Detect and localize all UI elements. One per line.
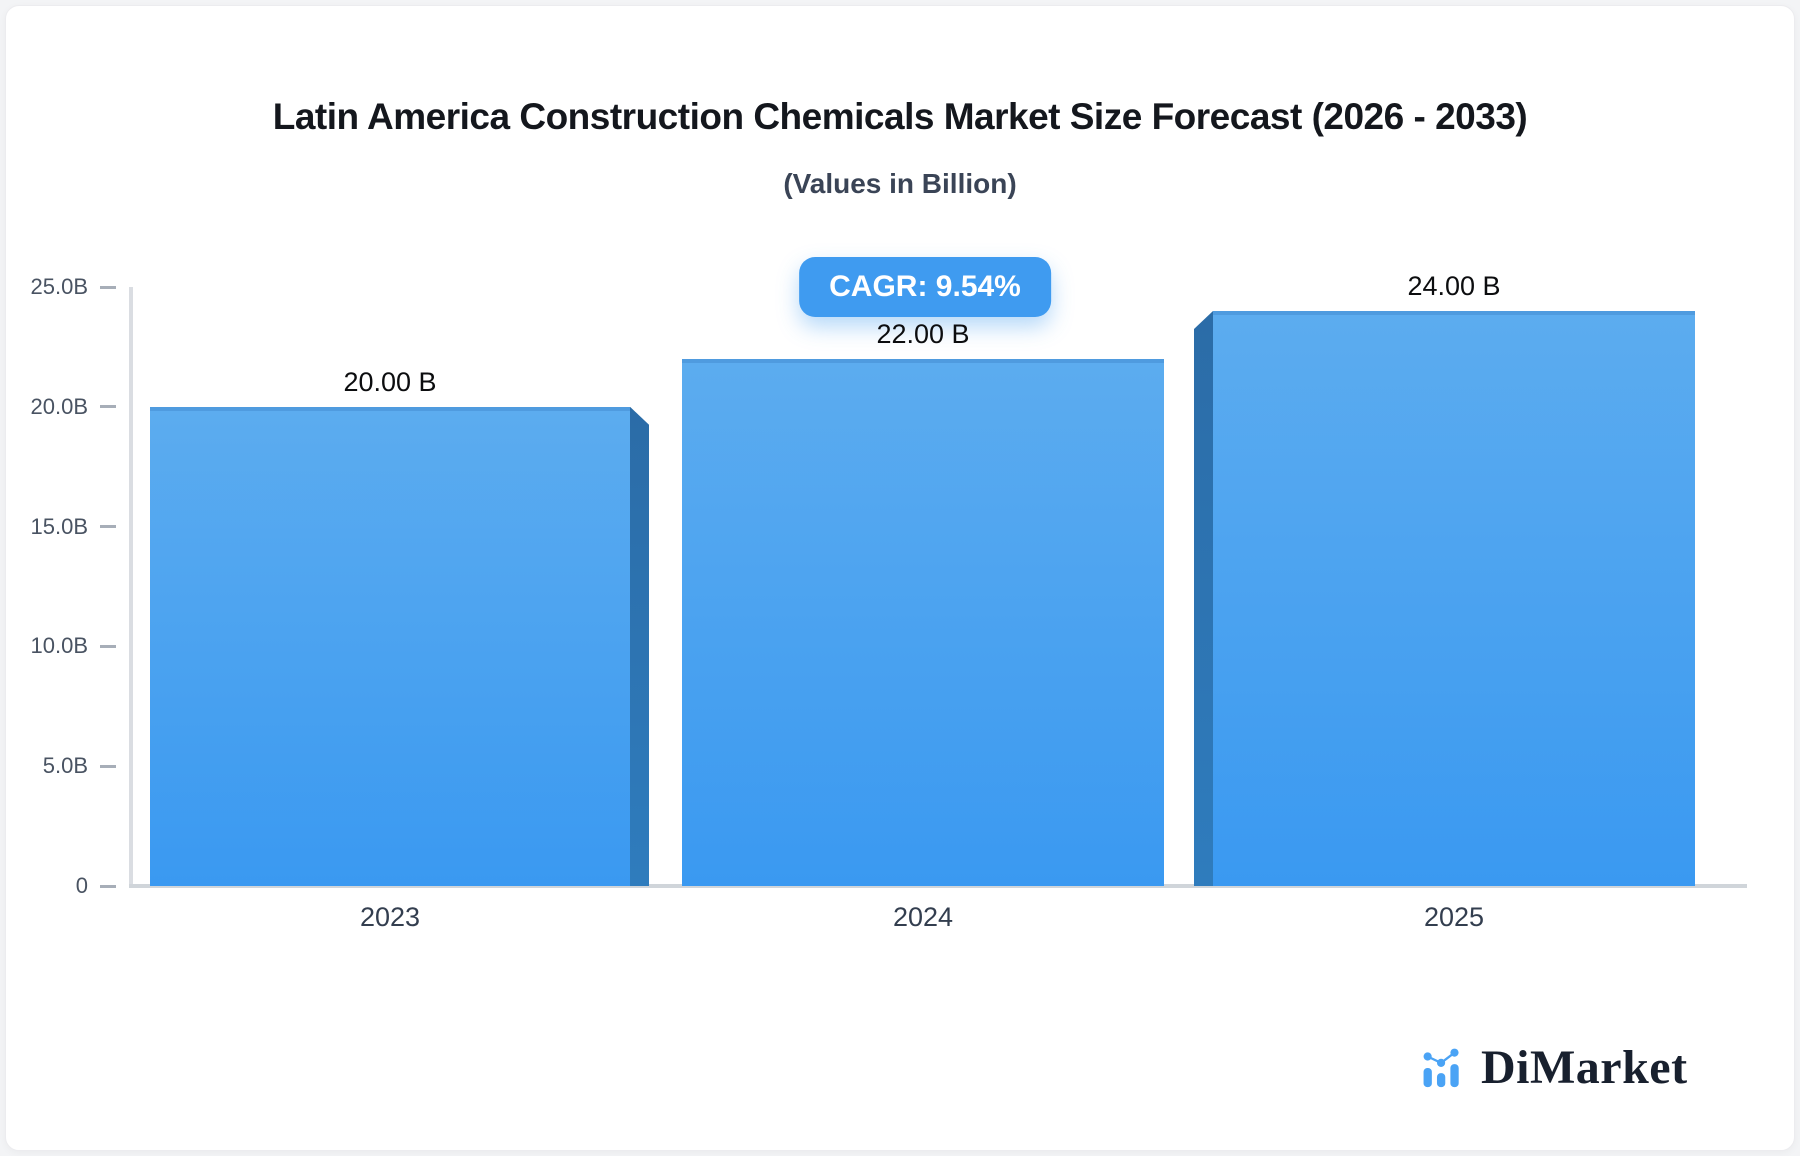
bar-2025[interactable]: 24.00 B (1194, 271, 1695, 886)
mini-bar-chart-icon (1423, 1048, 1459, 1087)
brand-name: DiMarket (1481, 1041, 1688, 1094)
bar-2023[interactable]: 20.00 B (150, 367, 649, 886)
y-tick-label: 15.0B (30, 513, 89, 539)
y-tick-5: 5.0B (0, 753, 116, 779)
chart-title: Latin America Construction Chemicals Mar… (272, 96, 1528, 137)
y-tick-25: 25.0B (0, 274, 116, 300)
bar-face-2024[interactable] (682, 358, 1164, 886)
y-tick-label: 0 (75, 873, 88, 898)
y-tick-10: 10.0B (0, 633, 116, 659)
tick-mark (100, 525, 116, 529)
bar-3d-side (1194, 310, 1213, 886)
tick-mark (100, 884, 116, 888)
brand-logo: DiMarket (1421, 1040, 1688, 1095)
y-axis-line (129, 287, 133, 886)
bar-value-label: 24.00 B (1407, 270, 1501, 301)
bar-face-2025[interactable] (1213, 310, 1695, 886)
y-tick-label: 20.0B (30, 393, 89, 419)
y-tick-0: 0 (0, 873, 116, 899)
tick-mark (100, 405, 116, 409)
y-tick-20: 20.0B (0, 394, 116, 420)
x-label-2025: 2025 (1423, 902, 1485, 932)
tick-mark (100, 285, 116, 289)
y-tick-label: 25.0B (30, 274, 89, 299)
bar-face-2023[interactable] (150, 406, 630, 886)
tick-mark (100, 764, 116, 768)
x-label-2024: 2024 (892, 902, 954, 932)
chart-subtitle: (Values in Billion) (783, 168, 1017, 199)
y-tick-label: 10.0B (30, 633, 89, 659)
y-tick-15: 15.0B (0, 514, 116, 540)
x-axis-baseline (129, 884, 1747, 888)
tick-mark (100, 644, 116, 648)
bar-3d-side (630, 406, 649, 886)
y-tick-label: 5.0B (42, 753, 88, 779)
bar-value-label: 22.00 B (876, 318, 970, 349)
bar-value-label: 20.00 B (343, 366, 437, 397)
bar-2024[interactable]: 22.00 B (682, 319, 1164, 886)
x-label-2023: 2023 (359, 902, 421, 932)
cagr-badge: CAGR: 9.54% (799, 257, 1051, 317)
